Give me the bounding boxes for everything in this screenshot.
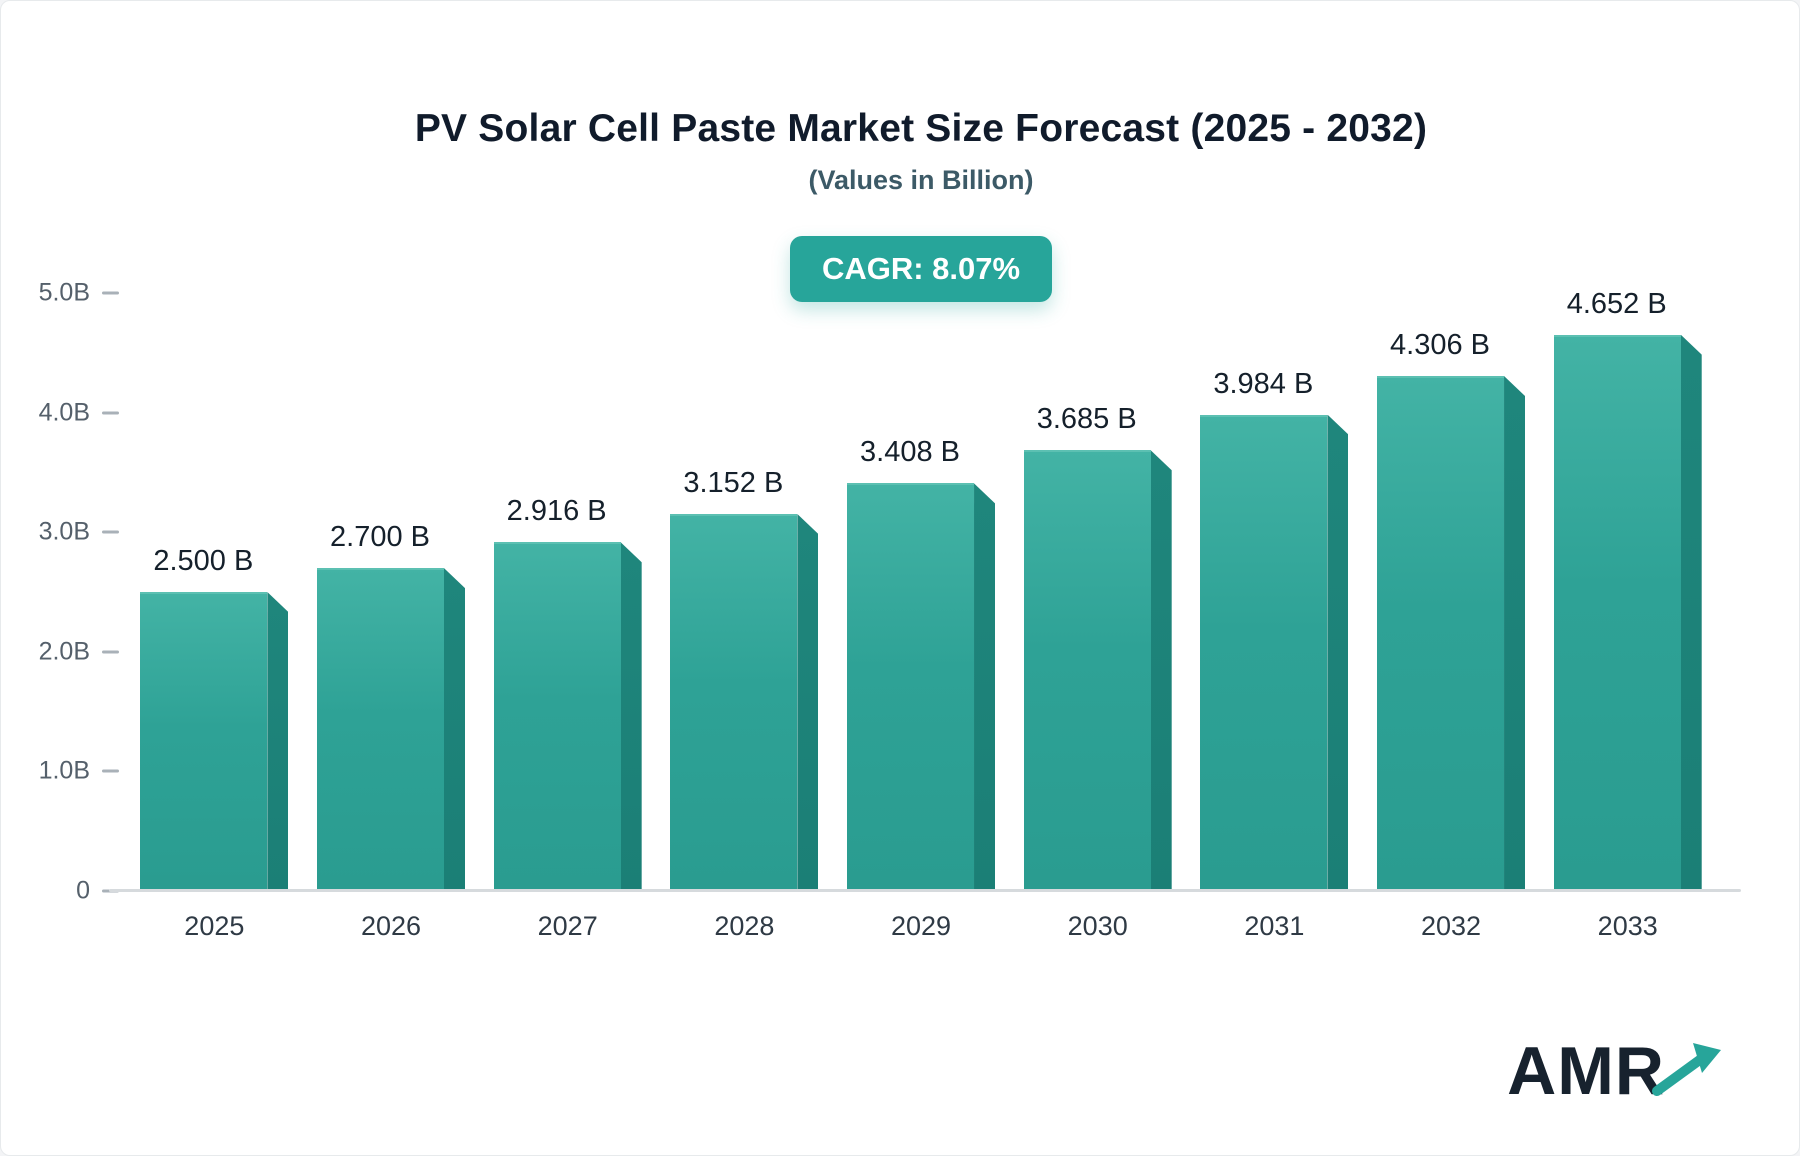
bar-2027: 2.916 B [493,495,642,891]
y-tick-mark [102,650,119,654]
bar-face [317,568,444,891]
cagr-badge: CAGR: 8.07% [789,236,1053,302]
y-tick-mark [102,411,119,415]
y-tick: 5.0B [39,279,119,308]
x-axis-label-2026: 2026 [360,911,422,941]
chart-header: PV Solar Cell Paste Market Size Forecast… [126,1,1716,302]
bar-column: 2.700 B [303,293,480,891]
chart-title: PV Solar Cell Paste Market Size Forecast… [414,107,1428,150]
bar-value-label: 2.916 B [506,495,607,528]
y-tick-mark [102,769,119,773]
x-axis-label-2033: 2033 [1597,911,1658,941]
bar-face [1553,334,1681,891]
bar-2031: 3.984 B [1200,368,1349,891]
bar-value-label: 3.152 B [683,467,784,500]
bar-face [493,542,621,891]
bar-face [670,514,798,891]
bar-2029: 3.408 B [847,436,996,891]
y-tick-label: 3.0B [38,517,90,546]
bar-side-shadow [974,483,996,891]
bar-side-shadow [797,514,819,891]
bar-column: 4.306 B [1363,293,1540,891]
y-tick-mark [102,291,119,295]
y-axis: 5.0B 4.0B 3.0B 2.0B 1.0B 0 [1,279,119,905]
bar-2033: 4.652 B [1553,288,1702,891]
bar-2025: 2.500 B [140,545,289,891]
y-tick: 3.0B [39,518,119,547]
bar-2032: 4.306 B [1377,329,1526,891]
bar-column: 4.652 B [1539,288,1716,891]
bar-side-shadow [1680,334,1702,891]
bar-column: 3.408 B [833,293,1010,891]
bar-face [140,592,268,891]
bar-2026: 2.700 B [317,521,465,891]
y-tick-label: 4.0B [38,398,90,427]
plot-area: 2.500 B 2.700 B 2.916 B 3.152 B 3.408 B 3.685… [126,288,1716,891]
bar-2030: 3.685 B [1023,403,1172,891]
amr-logo: AMR [1507,1037,1725,1105]
bar-side-shadow [1504,376,1526,891]
bar-face [847,483,975,891]
bar-value-label: 2.700 B [330,521,430,554]
bar-column: 3.685 B [1009,293,1186,891]
bar-value-label: 4.306 B [1390,329,1491,362]
bar-column: 3.984 B [1186,293,1363,891]
bar-value-label: 3.408 B [860,436,961,469]
x-axis-label-2029: 2029 [890,911,952,941]
y-tick: 2.0B [39,637,119,666]
bar-face [1377,376,1505,891]
x-axis-line [109,889,1741,892]
bar-value-label: 2.500 B [153,545,254,577]
y-tick-label: 0 [76,876,90,905]
bar-side-shadow [267,592,289,891]
x-axis-label-2032: 2032 [1421,911,1482,941]
x-axis-label-2030: 2030 [1067,911,1128,941]
y-tick: 1.0B [39,757,119,786]
x-axis-label-2028: 2028 [714,911,775,941]
bar-side-shadow [444,568,465,891]
bar-side-shadow [620,542,642,891]
amr-logo-text: AMR [1507,1033,1665,1109]
bar-column: 2.916 B [479,293,656,891]
x-axis-label-2025: 2025 [184,911,245,941]
x-axis-label-2031: 2031 [1244,911,1305,941]
x-axis-labels: 2025 2026 2027 2028 2029 2030 2031 2032 2033 [126,911,1716,942]
amr-logo-arrow-icon [1652,1043,1721,1096]
y-tick: 4.0B [39,398,119,427]
bar-column: 3.152 B [656,293,833,891]
bar-face [1200,414,1328,891]
y-tick-mark [102,530,119,534]
bar-value-label: 4.652 B [1566,287,1667,320]
chart-subtitle: (Values in Billion) [808,165,1034,195]
y-tick-label: 5.0B [38,278,90,307]
bar-side-shadow [1327,414,1349,891]
y-tick-label: 1.0B [38,756,90,785]
y-tick-label: 2.0B [38,637,90,666]
bar-value-label: 3.984 B [1213,367,1314,400]
x-axis-label-2027: 2027 [537,911,598,941]
bar-side-shadow [1150,450,1172,891]
bar-value-label: 3.685 B [1036,403,1137,436]
bar-face [1023,450,1151,891]
bar-2028: 3.152 B [670,467,819,891]
bar-column: 2.500 B [126,293,303,891]
